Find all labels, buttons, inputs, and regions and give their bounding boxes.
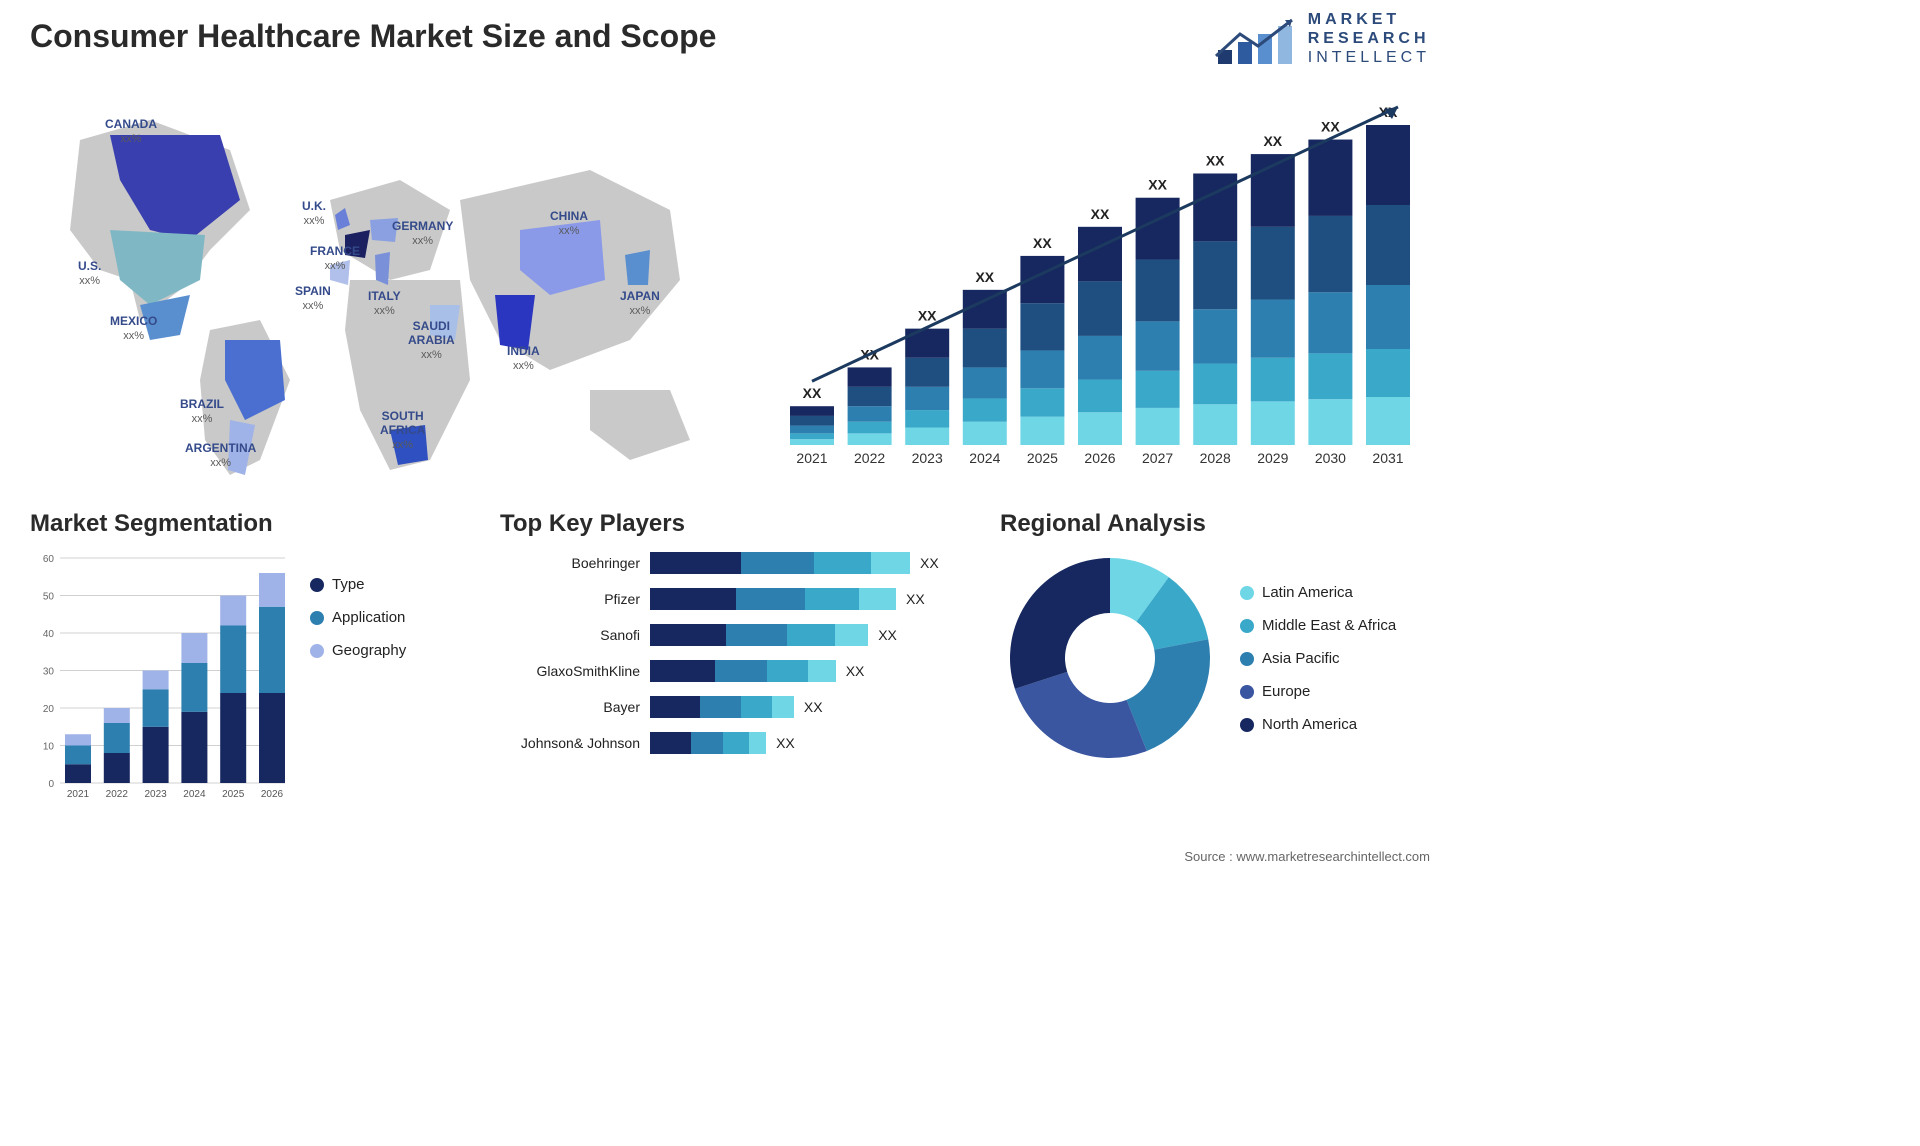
player-value: XX <box>920 555 939 571</box>
svg-text:XX: XX <box>1091 206 1110 222</box>
regional-section: Regional Analysis Latin AmericaMiddle Ea… <box>1000 510 1430 768</box>
svg-text:XX: XX <box>1321 119 1340 135</box>
growth-bar-chart: 2021 XX 2022 XX 2023 XX 2024 XX 2025 XX 2026 XX 2027… <box>770 95 1430 475</box>
svg-text:30: 30 <box>43 667 55 678</box>
player-row: GlaxoSmithKline XX <box>500 656 970 686</box>
svg-text:XX: XX <box>1263 133 1282 149</box>
svg-text:XX: XX <box>803 385 822 401</box>
legend-item: Asia Pacific <box>1240 642 1396 675</box>
player-value: XX <box>804 699 823 715</box>
svg-text:10: 10 <box>43 742 55 753</box>
svg-text:XX: XX <box>1206 152 1225 168</box>
svg-text:0: 0 <box>48 779 54 790</box>
regional-donut <box>1000 548 1220 768</box>
player-row: Johnson& Johnson XX <box>500 728 970 758</box>
logo-bars-icon <box>1210 14 1298 64</box>
map-label: BRAZILxx% <box>180 398 224 426</box>
svg-text:XX: XX <box>975 269 994 285</box>
svg-text:2024: 2024 <box>183 789 206 800</box>
page-title: Consumer Healthcare Market Size and Scop… <box>30 18 716 55</box>
map-label: INDIAxx% <box>507 345 540 373</box>
svg-text:XX: XX <box>1148 177 1167 193</box>
svg-text:2026: 2026 <box>1084 450 1115 466</box>
svg-text:2029: 2029 <box>1257 450 1288 466</box>
map-label: SPAINxx% <box>295 285 331 313</box>
source-text: Source : www.marketresearchintellect.com <box>1184 849 1430 864</box>
map-label: GERMANYxx% <box>392 220 453 248</box>
regional-title: Regional Analysis <box>1000 510 1430 538</box>
legend-item: Middle East & Africa <box>1240 609 1396 642</box>
segmentation-section: Market Segmentation 0 10 20 30 40 50 60 2021 202… <box>30 510 470 808</box>
svg-text:2023: 2023 <box>144 789 167 800</box>
map-label: SAUDIARABIAxx% <box>408 320 455 361</box>
player-row: Bayer XX <box>500 692 970 722</box>
logo-text: MARKET RESEARCH INTELLECT <box>1308 10 1430 68</box>
player-row: Sanofi XX <box>500 620 970 650</box>
regional-legend: Latin AmericaMiddle East & AfricaAsia Pa… <box>1240 576 1396 741</box>
segmentation-legend: TypeApplicationGeography <box>310 548 406 667</box>
map-label: MEXICOxx% <box>110 315 157 343</box>
svg-text:2024: 2024 <box>969 450 1000 466</box>
player-value: XX <box>846 663 865 679</box>
svg-text:60: 60 <box>43 554 55 565</box>
world-map: CANADAxx% U.S.xx% MEXICOxx% BRAZILxx% ARGENT… <box>30 80 730 480</box>
svg-text:2023: 2023 <box>912 450 943 466</box>
svg-text:20: 20 <box>43 704 55 715</box>
legend-item: Latin America <box>1240 576 1396 609</box>
svg-text:XX: XX <box>1033 235 1052 251</box>
player-value: XX <box>878 627 897 643</box>
legend-item: North America <box>1240 708 1396 741</box>
svg-text:2026: 2026 <box>261 789 284 800</box>
svg-text:2025: 2025 <box>222 789 245 800</box>
map-label: SOUTHAFRICAxx% <box>380 410 425 451</box>
player-value: XX <box>776 735 795 751</box>
svg-text:2022: 2022 <box>854 450 885 466</box>
map-label: FRANCExx% <box>310 245 360 273</box>
player-row: Boehringer XX <box>500 548 970 578</box>
brand-logo: MARKET RESEARCH INTELLECT <box>1210 10 1430 68</box>
svg-text:2025: 2025 <box>1027 450 1058 466</box>
svg-text:2021: 2021 <box>67 789 90 800</box>
segmentation-title: Market Segmentation <box>30 510 470 538</box>
svg-text:2021: 2021 <box>796 450 827 466</box>
players-section: Top Key Players BoehringerXXPfizerXXSano… <box>500 510 970 764</box>
player-name: Boehringer <box>500 555 650 571</box>
map-label: CHINAxx% <box>550 210 588 238</box>
legend-item: Geography <box>310 634 406 667</box>
player-name: Bayer <box>500 699 650 715</box>
svg-text:2022: 2022 <box>106 789 129 800</box>
svg-text:50: 50 <box>43 592 55 603</box>
player-name: Johnson& Johnson <box>500 735 650 751</box>
legend-item: Type <box>310 568 406 601</box>
svg-text:2027: 2027 <box>1142 450 1173 466</box>
map-label: JAPANxx% <box>620 290 660 318</box>
svg-text:2028: 2028 <box>1200 450 1231 466</box>
legend-item: Europe <box>1240 675 1396 708</box>
players-chart: BoehringerXXPfizerXXSanofiXXGlaxoSmithKl… <box>500 548 970 758</box>
player-name: GlaxoSmithKline <box>500 663 650 679</box>
player-value: XX <box>906 591 925 607</box>
map-label: U.K.xx% <box>302 200 326 228</box>
segmentation-chart: 0 10 20 30 40 50 60 2021 2022 2023 2024 2025 2026 <box>30 548 290 808</box>
legend-item: Application <box>310 601 406 634</box>
players-title: Top Key Players <box>500 510 970 538</box>
map-label: CANADAxx% <box>105 118 157 146</box>
map-label: U.S.xx% <box>78 260 101 288</box>
svg-text:XX: XX <box>918 308 937 324</box>
svg-text:40: 40 <box>43 629 55 640</box>
map-label: ITALYxx% <box>368 290 401 318</box>
player-name: Sanofi <box>500 627 650 643</box>
svg-text:2030: 2030 <box>1315 450 1346 466</box>
player-row: Pfizer XX <box>500 584 970 614</box>
svg-text:2031: 2031 <box>1372 450 1403 466</box>
player-name: Pfizer <box>500 591 650 607</box>
map-label: ARGENTINAxx% <box>185 442 256 470</box>
